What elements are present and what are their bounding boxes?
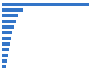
Bar [2, 8, 23, 12]
Bar [2, 37, 11, 40]
Bar [2, 25, 14, 29]
Bar [2, 14, 18, 17]
Bar [2, 65, 6, 68]
Bar [2, 31, 12, 34]
Bar [2, 48, 9, 51]
Bar [2, 3, 89, 6]
Bar [2, 54, 8, 57]
Bar [2, 42, 10, 46]
Bar [2, 59, 7, 63]
Bar [2, 20, 16, 23]
